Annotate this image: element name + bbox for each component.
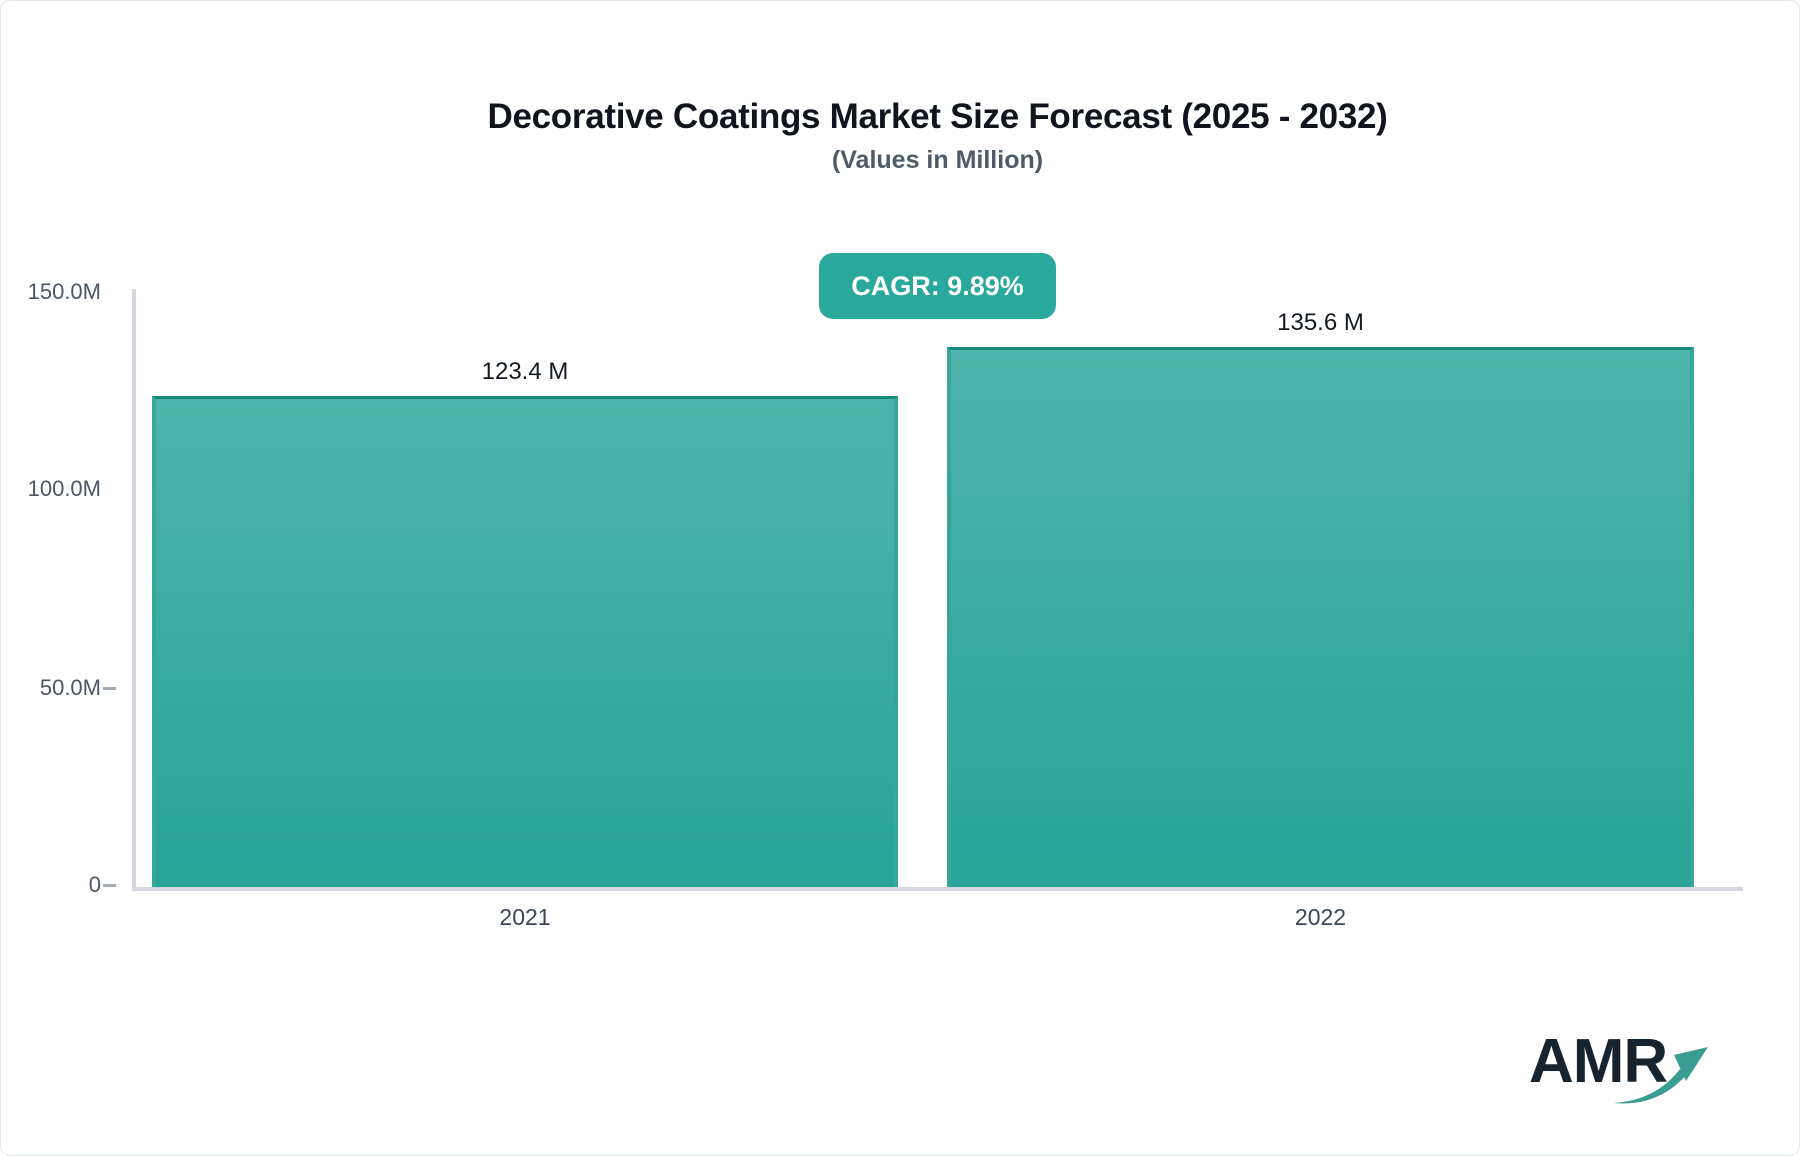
chart-header: Decorative Coatings Market Size Forecast… <box>132 97 1743 175</box>
chart-subtitle: (Values in Million) <box>831 146 1044 174</box>
amr-logo: AMR <box>1529 1031 1729 1121</box>
y-axis-line <box>132 289 136 889</box>
y-tick-label-50m: 50.0M <box>39 675 101 700</box>
cagr-badge-wrap: CAGR: 9.89% <box>132 253 1743 319</box>
y-tick-mark-50m <box>103 687 116 690</box>
bar-value-label-2021: 123.4 M <box>481 358 569 385</box>
bar-2021[interactable] <box>152 396 898 887</box>
y-tick-label-150m: 150.0M <box>27 279 101 304</box>
x-tick-label-2022: 2022 <box>1294 904 1347 930</box>
bar-2022[interactable] <box>947 347 1694 887</box>
y-tick-label-0: 0 <box>88 872 101 897</box>
cagr-badge: CAGR: 9.89% <box>819 253 1056 319</box>
y-tick-mark-0 <box>103 884 116 887</box>
chart-title: Decorative Coatings Market Size Forecast… <box>487 97 1388 136</box>
amr-logo-text: AMR <box>1529 1027 1668 1096</box>
bar-value-label-2022: 135.6 M <box>1277 309 1364 336</box>
x-axis-line <box>132 887 1743 891</box>
growth-arrow-icon <box>1614 1047 1708 1104</box>
x-tick-label-2021: 2021 <box>499 904 551 930</box>
y-tick-label-100m: 100.0M <box>27 476 101 501</box>
